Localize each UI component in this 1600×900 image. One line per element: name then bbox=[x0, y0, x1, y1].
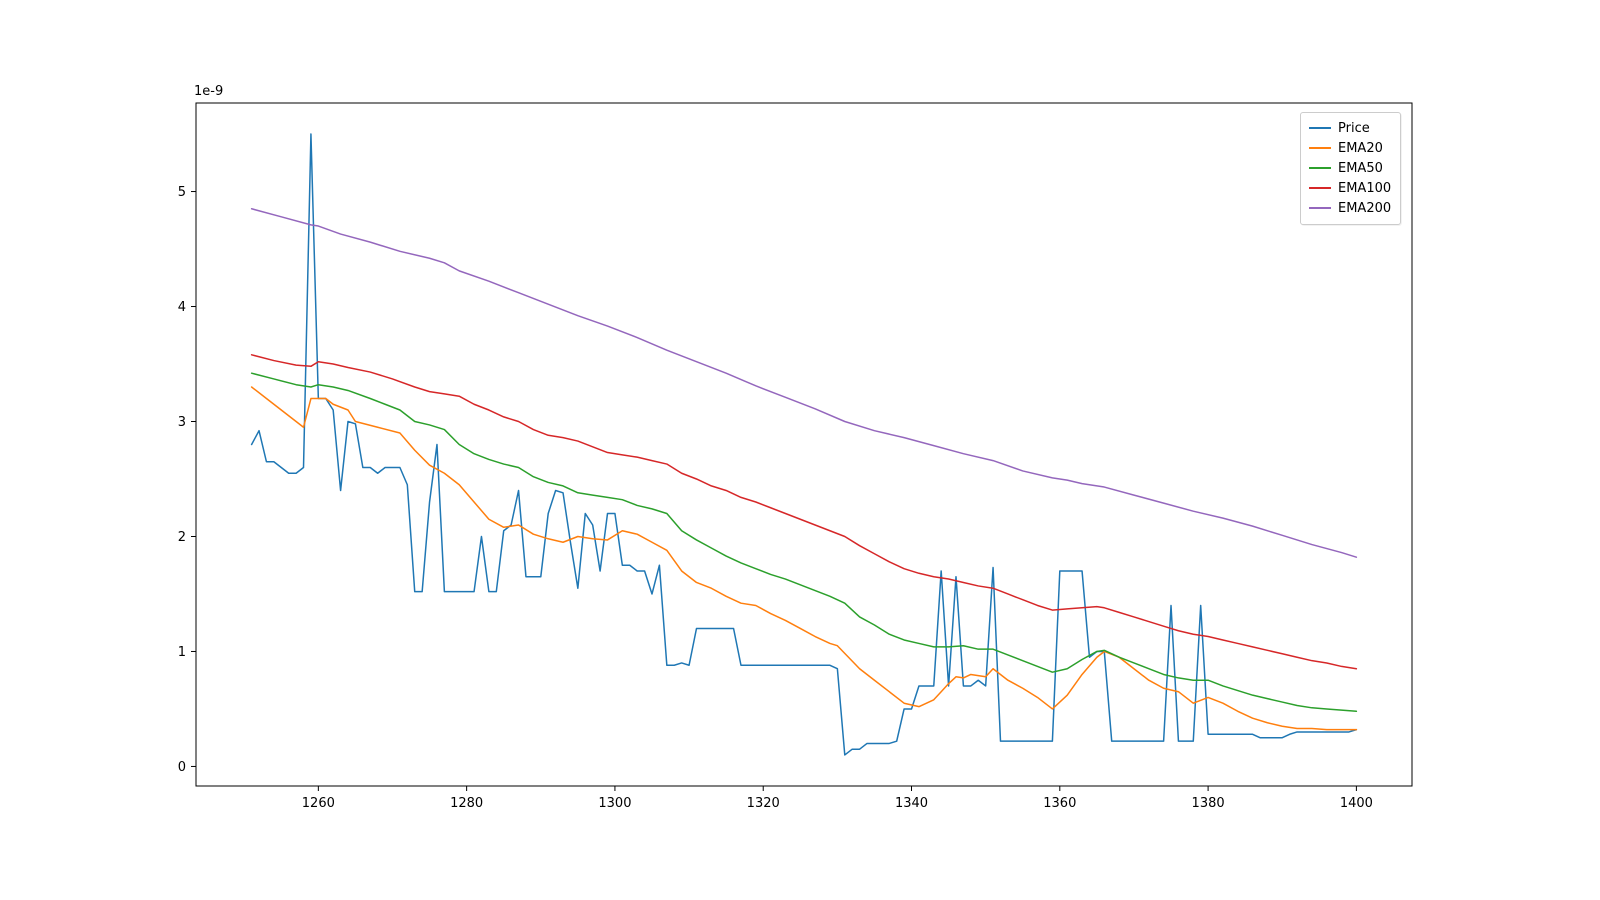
legend-label-ema50: EMA50 bbox=[1338, 160, 1383, 176]
svg-text:1360: 1360 bbox=[1043, 796, 1076, 811]
legend-line-swatch-ema200 bbox=[1309, 207, 1331, 209]
y-axis-offset-label: 1e-9 bbox=[194, 84, 224, 99]
svg-text:2: 2 bbox=[178, 530, 186, 545]
legend-item-ema50: EMA50 bbox=[1309, 158, 1391, 178]
svg-text:1320: 1320 bbox=[747, 796, 780, 811]
legend: Price EMA20 EMA50 EMA100 EMA200 bbox=[1300, 112, 1402, 225]
legend-line-swatch-ema50 bbox=[1309, 167, 1331, 169]
legend-line-swatch-price bbox=[1309, 127, 1331, 129]
svg-text:3: 3 bbox=[178, 415, 186, 430]
legend-line-swatch-ema20 bbox=[1309, 147, 1331, 149]
legend-item-ema200: EMA200 bbox=[1309, 198, 1391, 218]
svg-text:4: 4 bbox=[178, 300, 186, 315]
svg-text:5: 5 bbox=[178, 185, 186, 200]
svg-text:1400: 1400 bbox=[1340, 796, 1373, 811]
legend-label-price: Price bbox=[1338, 120, 1370, 136]
svg-text:1300: 1300 bbox=[598, 796, 631, 811]
svg-text:0: 0 bbox=[178, 760, 186, 775]
legend-label-ema200: EMA200 bbox=[1338, 200, 1392, 216]
legend-line-swatch-ema100 bbox=[1309, 187, 1331, 189]
svg-text:1380: 1380 bbox=[1192, 796, 1225, 811]
svg-text:1: 1 bbox=[178, 645, 186, 660]
svg-text:1340: 1340 bbox=[895, 796, 928, 811]
svg-text:1280: 1280 bbox=[450, 796, 483, 811]
legend-item-ema20: EMA20 bbox=[1309, 138, 1391, 158]
legend-label-ema100: EMA100 bbox=[1338, 180, 1392, 196]
legend-item-price: Price bbox=[1309, 118, 1391, 138]
svg-text:1260: 1260 bbox=[302, 796, 335, 811]
legend-label-ema20: EMA20 bbox=[1338, 140, 1383, 156]
legend-item-ema100: EMA100 bbox=[1309, 178, 1391, 198]
